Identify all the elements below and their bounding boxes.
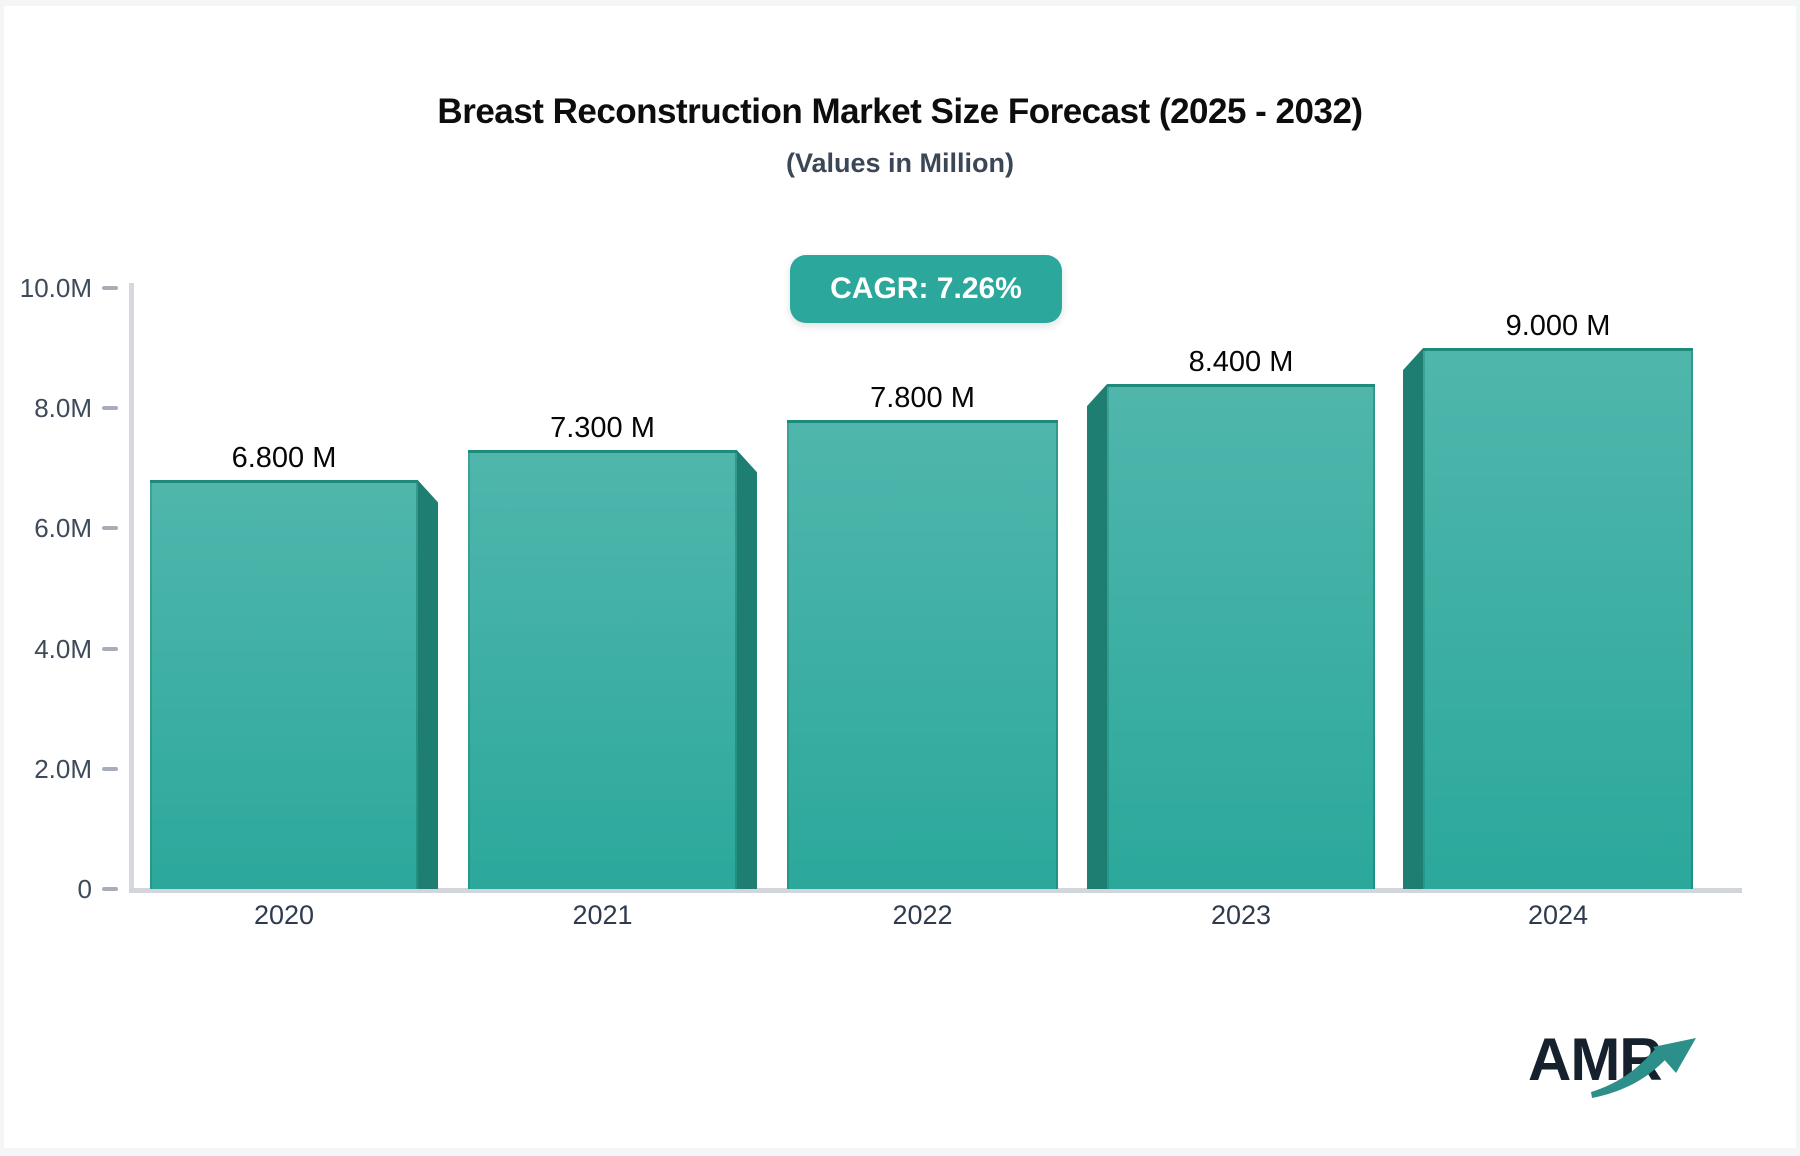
bar-value-label: 9.000 M	[1505, 310, 1611, 343]
x-axis-tick-label: 2022	[892, 900, 953, 930]
bar-value-label: 7.300 M	[550, 412, 655, 445]
chart-subtitle: (Values in Million)	[785, 148, 1015, 178]
bar-3d-bevel	[1087, 384, 1107, 889]
x-axis-tick-label: 2023	[1210, 900, 1272, 930]
trend-up-arrow-icon	[1591, 1038, 1696, 1098]
y-axis-tick-label: 0	[77, 874, 92, 904]
y-axis-tick-mark	[102, 646, 118, 651]
bar-3d-bevel	[418, 480, 438, 889]
y-axis-tick-mark	[102, 286, 118, 290]
bar-value-label: 8.400 M	[1188, 346, 1294, 379]
bar-3d-bevel	[1403, 348, 1423, 889]
bar-2023	[1107, 384, 1375, 889]
amr-logo: AMR	[1528, 1028, 1708, 1118]
y-axis-tick-label: 2.0M	[34, 753, 92, 784]
chart-title: Breast Reconstruction Market Size Foreca…	[437, 92, 1363, 131]
amr-logo-text: AMR	[1528, 1026, 1663, 1093]
x-axis-line	[129, 888, 1742, 893]
y-axis-tick-label: 10.0M	[19, 273, 92, 303]
y-axis-tick-label: 8.0M	[34, 393, 92, 424]
y-axis-tick-mark	[102, 766, 118, 771]
bar-2022	[787, 420, 1058, 889]
bar-3d-bevel	[737, 450, 757, 889]
bar-2021	[468, 450, 737, 889]
bar-value-label: 6.800 M	[231, 442, 337, 475]
cagr-badge-label: CAGR: 7.26%	[830, 272, 1022, 305]
y-axis-tick-mark	[102, 526, 118, 531]
bar-value-label: 7.800 M	[870, 382, 975, 415]
bar-2024	[1423, 348, 1693, 889]
x-axis-tick-label: 2020	[253, 900, 315, 930]
bar-2020	[150, 480, 418, 889]
y-axis-tick-label: 4.0M	[34, 633, 92, 664]
x-axis-tick-label: 2021	[572, 900, 633, 930]
y-axis-line	[129, 283, 134, 893]
y-axis-tick-mark	[102, 887, 118, 891]
cagr-badge: CAGR: 7.26%	[790, 255, 1062, 323]
y-axis-tick-label: 6.0M	[34, 513, 92, 544]
x-axis-tick-label: 2024	[1527, 900, 1589, 930]
y-axis-tick-mark	[102, 406, 118, 411]
